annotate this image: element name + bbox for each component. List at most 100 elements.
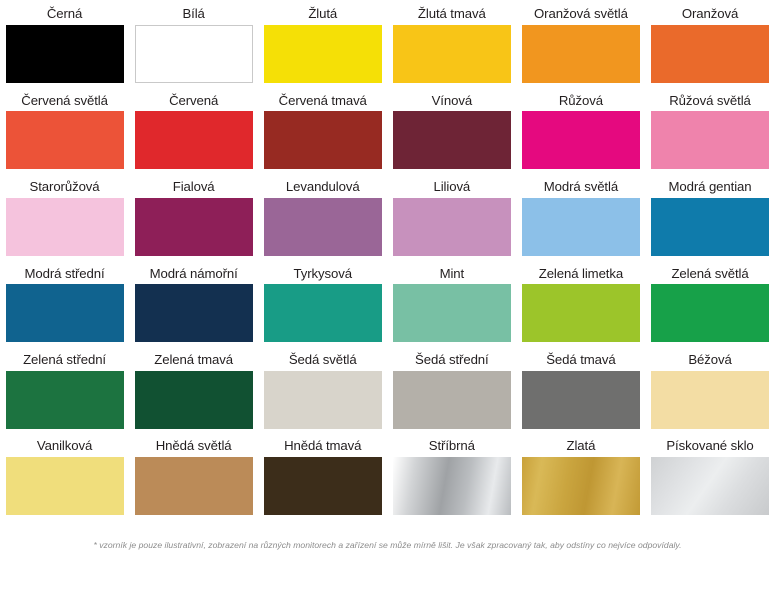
swatch-cell[interactable]: Modrá střední bbox=[0, 263, 129, 349]
swatch-label: Šedá světlá bbox=[288, 351, 357, 367]
color-swatch[interactable] bbox=[651, 284, 770, 343]
color-swatch[interactable] bbox=[263, 111, 382, 170]
color-swatch[interactable] bbox=[392, 456, 511, 515]
swatch-cell[interactable]: Modrá gentian bbox=[645, 177, 774, 263]
swatch-cell[interactable]: Pískované sklo bbox=[645, 436, 774, 522]
swatch-cell[interactable]: Stříbrná bbox=[387, 436, 516, 522]
swatch-label: Modrá námořní bbox=[149, 265, 238, 281]
swatch-label: Pískované sklo bbox=[666, 438, 754, 454]
swatch-cell[interactable]: Modrá námořní bbox=[129, 263, 258, 349]
color-swatch[interactable] bbox=[392, 197, 511, 256]
swatch-cell[interactable]: Zelená tmavá bbox=[129, 350, 258, 436]
swatch-label: Tyrkysová bbox=[293, 265, 353, 281]
swatch-label: Béžová bbox=[688, 351, 732, 367]
swatch-cell[interactable]: Mint bbox=[387, 263, 516, 349]
swatch-cell[interactable]: Červená tmavá bbox=[258, 90, 387, 176]
color-swatch[interactable] bbox=[5, 284, 124, 343]
swatch-cell[interactable]: Šedá střední bbox=[387, 350, 516, 436]
swatch-label: Černá bbox=[46, 6, 83, 22]
swatch-cell[interactable]: Červená bbox=[129, 90, 258, 176]
color-swatch[interactable] bbox=[521, 25, 640, 83]
swatch-label: Oranžová bbox=[681, 6, 739, 22]
swatch-label: Červená tmavá bbox=[278, 92, 367, 108]
swatch-label: Mint bbox=[439, 265, 465, 281]
color-swatch[interactable] bbox=[651, 197, 770, 256]
color-swatch[interactable] bbox=[651, 456, 770, 515]
color-swatch[interactable] bbox=[392, 284, 511, 343]
swatch-cell[interactable]: Fialová bbox=[129, 177, 258, 263]
color-swatch[interactable] bbox=[521, 456, 640, 515]
color-swatch[interactable] bbox=[263, 284, 382, 343]
color-swatch[interactable] bbox=[521, 284, 640, 343]
swatch-label: Starorůžová bbox=[29, 179, 100, 195]
color-swatch[interactable] bbox=[651, 25, 770, 83]
color-swatch[interactable] bbox=[521, 197, 640, 256]
swatch-cell[interactable]: Zlatá bbox=[516, 436, 645, 522]
swatch-cell[interactable]: Vanilková bbox=[0, 436, 129, 522]
swatch-cell[interactable]: Bílá bbox=[129, 4, 258, 90]
color-swatch[interactable] bbox=[263, 370, 382, 429]
swatch-label: Vanilková bbox=[36, 438, 93, 454]
color-swatch[interactable] bbox=[5, 25, 124, 83]
swatch-cell[interactable]: Béžová bbox=[645, 350, 774, 436]
swatch-label: Šedá střední bbox=[415, 351, 489, 367]
color-swatch[interactable] bbox=[392, 370, 511, 429]
swatch-cell[interactable]: Levandulová bbox=[258, 177, 387, 263]
swatch-cell[interactable]: Zelená světlá bbox=[645, 263, 774, 349]
color-swatch[interactable] bbox=[5, 197, 124, 256]
swatch-cell[interactable]: Žlutá tmavá bbox=[387, 4, 516, 90]
color-swatch[interactable] bbox=[134, 456, 253, 515]
swatch-label: Žlutá tmavá bbox=[417, 6, 486, 22]
color-swatch[interactable] bbox=[392, 25, 511, 83]
swatch-label: Růžová bbox=[558, 92, 603, 108]
footnote-disclaimer: * vzorník je pouze ilustrativní, zobraze… bbox=[93, 540, 682, 550]
swatch-label: Vínová bbox=[431, 92, 473, 108]
swatch-cell[interactable]: Růžová bbox=[516, 90, 645, 176]
swatch-label: Zelená střední bbox=[23, 351, 106, 367]
swatch-label: Zelená tmavá bbox=[154, 351, 233, 367]
swatch-label: Červená světlá bbox=[21, 92, 108, 108]
swatch-label: Levandulová bbox=[285, 179, 360, 195]
swatch-cell[interactable]: Vínová bbox=[387, 90, 516, 176]
color-swatch[interactable] bbox=[134, 25, 253, 83]
swatch-cell[interactable]: Černá bbox=[0, 4, 129, 90]
color-swatch[interactable] bbox=[263, 456, 382, 515]
color-swatch[interactable] bbox=[521, 111, 640, 170]
color-swatch[interactable] bbox=[263, 25, 382, 83]
color-swatch[interactable] bbox=[134, 111, 253, 170]
swatch-label: Oranžová světlá bbox=[534, 6, 628, 22]
color-swatch[interactable] bbox=[134, 197, 253, 256]
color-swatch[interactable] bbox=[651, 370, 770, 429]
swatch-cell[interactable]: Zelená střední bbox=[0, 350, 129, 436]
swatch-label: Fialová bbox=[172, 179, 215, 195]
color-swatch[interactable] bbox=[5, 456, 124, 515]
swatch-cell[interactable]: Tyrkysová bbox=[258, 263, 387, 349]
swatch-cell[interactable]: Hnědá světlá bbox=[129, 436, 258, 522]
swatch-cell[interactable]: Červená světlá bbox=[0, 90, 129, 176]
color-swatch[interactable] bbox=[5, 111, 124, 170]
swatch-label: Červená bbox=[169, 92, 219, 108]
swatch-label: Hnědá světlá bbox=[155, 438, 232, 454]
swatch-cell[interactable]: Liliová bbox=[387, 177, 516, 263]
swatch-label: Zelená limetka bbox=[538, 265, 624, 281]
color-swatch[interactable] bbox=[263, 197, 382, 256]
swatch-cell[interactable]: Šedá tmavá bbox=[516, 350, 645, 436]
swatch-cell[interactable]: Starorůžová bbox=[0, 177, 129, 263]
color-swatch[interactable] bbox=[392, 111, 511, 170]
swatch-cell[interactable]: Modrá světlá bbox=[516, 177, 645, 263]
swatch-cell[interactable]: Zelená limetka bbox=[516, 263, 645, 349]
color-swatch[interactable] bbox=[134, 284, 253, 343]
swatch-label: Stříbrná bbox=[428, 438, 475, 454]
swatch-cell[interactable]: Šedá světlá bbox=[258, 350, 387, 436]
swatch-label: Šedá tmavá bbox=[546, 351, 616, 367]
swatch-label: Zlatá bbox=[566, 438, 596, 454]
color-swatch[interactable] bbox=[651, 111, 770, 170]
color-swatch[interactable] bbox=[5, 370, 124, 429]
swatch-cell[interactable]: Hnědá tmavá bbox=[258, 436, 387, 522]
color-swatch[interactable] bbox=[521, 370, 640, 429]
color-swatch[interactable] bbox=[134, 370, 253, 429]
swatch-cell[interactable]: Oranžová světlá bbox=[516, 4, 645, 90]
swatch-cell[interactable]: Oranžová bbox=[645, 4, 774, 90]
swatch-cell[interactable]: Žlutá bbox=[258, 4, 387, 90]
swatch-cell[interactable]: Růžová světlá bbox=[645, 90, 774, 176]
